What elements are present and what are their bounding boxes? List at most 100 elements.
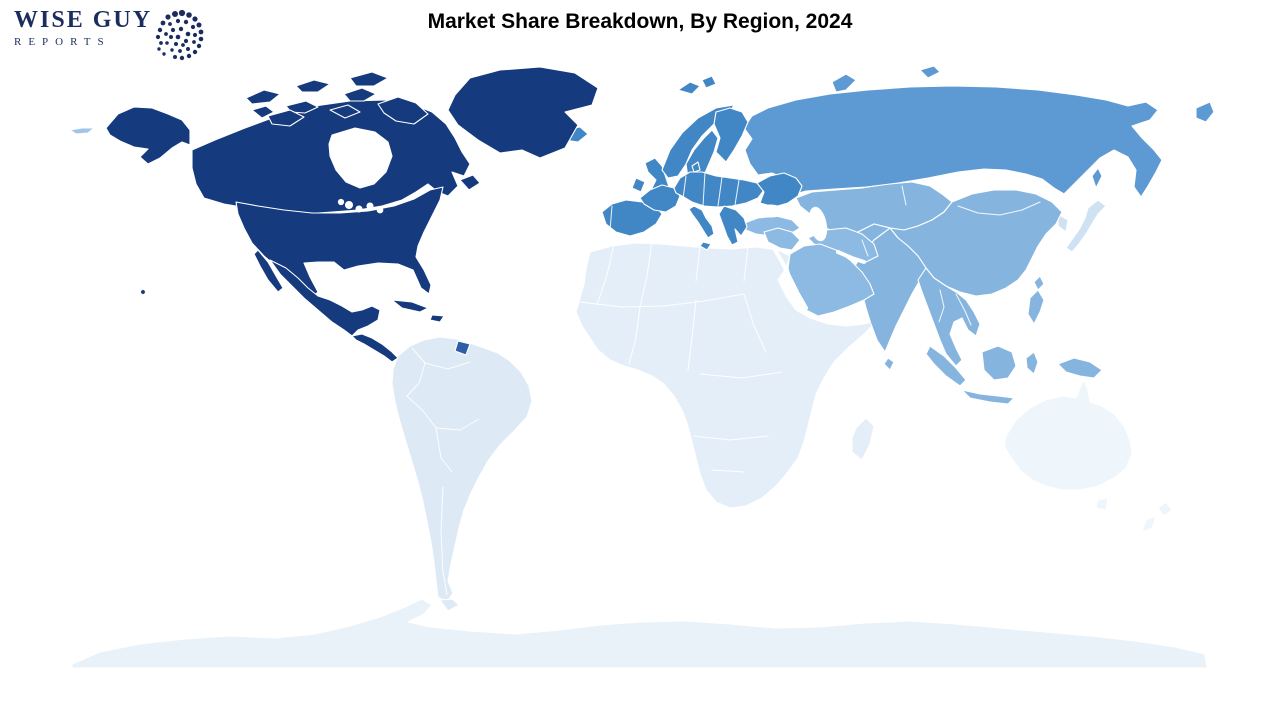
severnaya-zemlya	[919, 65, 941, 79]
border-europe-1	[682, 175, 687, 200]
region-asia-pacific	[795, 181, 1103, 405]
sulawesi	[1025, 351, 1039, 375]
caspian-sea	[808, 206, 828, 242]
brand-logo: WISE GUY REPORTS	[14, 7, 206, 63]
new-guinea	[1057, 357, 1103, 379]
region-south-america	[391, 336, 533, 612]
border-africa-10	[693, 435, 769, 441]
novaya-zemlya	[831, 73, 857, 93]
antarctica	[71, 598, 1208, 669]
border-europe-4	[734, 179, 740, 206]
sri-lanka	[883, 357, 895, 371]
region-aleutians	[69, 127, 95, 135]
border-africa-1	[596, 243, 615, 306]
border-kazakh	[901, 185, 907, 206]
hawaii	[140, 289, 146, 295]
greenland	[447, 66, 599, 159]
china-mongolia	[889, 189, 1063, 297]
mexico	[269, 259, 381, 337]
border-sa-6	[440, 486, 448, 596]
levant-iraq	[763, 227, 801, 251]
border-africa-3	[695, 246, 701, 282]
cuba	[391, 299, 429, 313]
tasmania	[1095, 497, 1109, 511]
border-africa-11	[711, 469, 745, 473]
border-africa-2	[639, 240, 653, 308]
border-thailand	[938, 289, 945, 323]
brand-text-block: WISE GUY REPORTS	[14, 7, 153, 49]
denmark	[691, 161, 701, 173]
border-sa-2	[424, 361, 471, 370]
region-oceania	[1003, 379, 1173, 533]
brand-subtitle: REPORTS	[14, 36, 111, 49]
newfoundland	[459, 174, 481, 191]
baffin-island	[377, 96, 429, 125]
new-zealand-north	[1157, 501, 1173, 517]
korea	[1057, 213, 1069, 233]
baja-california	[253, 249, 284, 293]
border-africa-8	[743, 293, 767, 353]
svalbard-1	[677, 81, 701, 95]
south-america-mainland	[391, 336, 533, 603]
eastern-europe	[756, 172, 803, 208]
border-africa-6	[628, 306, 641, 365]
ellesmere-island	[349, 71, 389, 87]
chart-title: Market Share Breakdown, By Region, 2024	[427, 10, 853, 33]
region-middle-east	[741, 215, 879, 317]
japan	[1065, 199, 1107, 253]
french-guiana	[454, 340, 471, 356]
region-russia	[743, 65, 1215, 198]
indochina	[917, 267, 981, 367]
great-lake-4	[376, 206, 384, 214]
finland	[713, 107, 749, 163]
aleutian-islands	[69, 127, 95, 135]
new-zealand-south	[1141, 515, 1157, 533]
great-lake-2	[355, 205, 363, 213]
arctic-island-5	[329, 104, 361, 119]
brand-name: WISE GUY	[14, 7, 153, 33]
border-mongolia	[957, 201, 1041, 216]
great-lake-5	[337, 198, 345, 206]
arctic-island-3	[343, 87, 377, 102]
great-lake-3	[366, 202, 374, 210]
sumatra	[925, 345, 967, 387]
tierra-del-fuego	[439, 598, 460, 612]
great-lake-1	[344, 200, 354, 210]
balkans-greece	[718, 205, 748, 246]
border-africa-4	[743, 245, 749, 282]
victoria-island	[267, 109, 305, 127]
madagascar	[851, 417, 875, 461]
central-america	[351, 333, 399, 363]
border-portugal	[609, 205, 613, 232]
border-sa-3	[406, 395, 437, 429]
iberia	[601, 199, 663, 237]
region-japan-korea	[1057, 199, 1107, 253]
italy	[688, 205, 715, 239]
border-sa-4	[435, 418, 480, 431]
chukotka-east	[1195, 101, 1215, 123]
ireland	[631, 177, 646, 193]
alaska	[105, 106, 191, 165]
arctic-island-2	[295, 79, 331, 93]
persian-gulf	[836, 250, 866, 264]
dotted-head-icon	[155, 9, 204, 61]
border-vietnam	[955, 293, 972, 326]
svalbard-2	[701, 75, 717, 89]
banks-island	[251, 105, 275, 119]
border-europe-3	[717, 176, 723, 207]
region-north-america	[105, 66, 599, 363]
country-borders	[406, 171, 1041, 596]
sicily	[699, 241, 712, 251]
border-africa-5	[579, 293, 745, 308]
central-europe	[673, 171, 765, 208]
water-overlays	[328, 127, 866, 310]
sakhalin	[1091, 167, 1103, 189]
region-antarctica	[71, 598, 1208, 669]
red-sea	[772, 246, 808, 310]
border-stan	[861, 239, 869, 257]
border-africa-9	[699, 371, 783, 379]
philippines	[1027, 289, 1045, 325]
border-europe-2	[702, 171, 706, 207]
